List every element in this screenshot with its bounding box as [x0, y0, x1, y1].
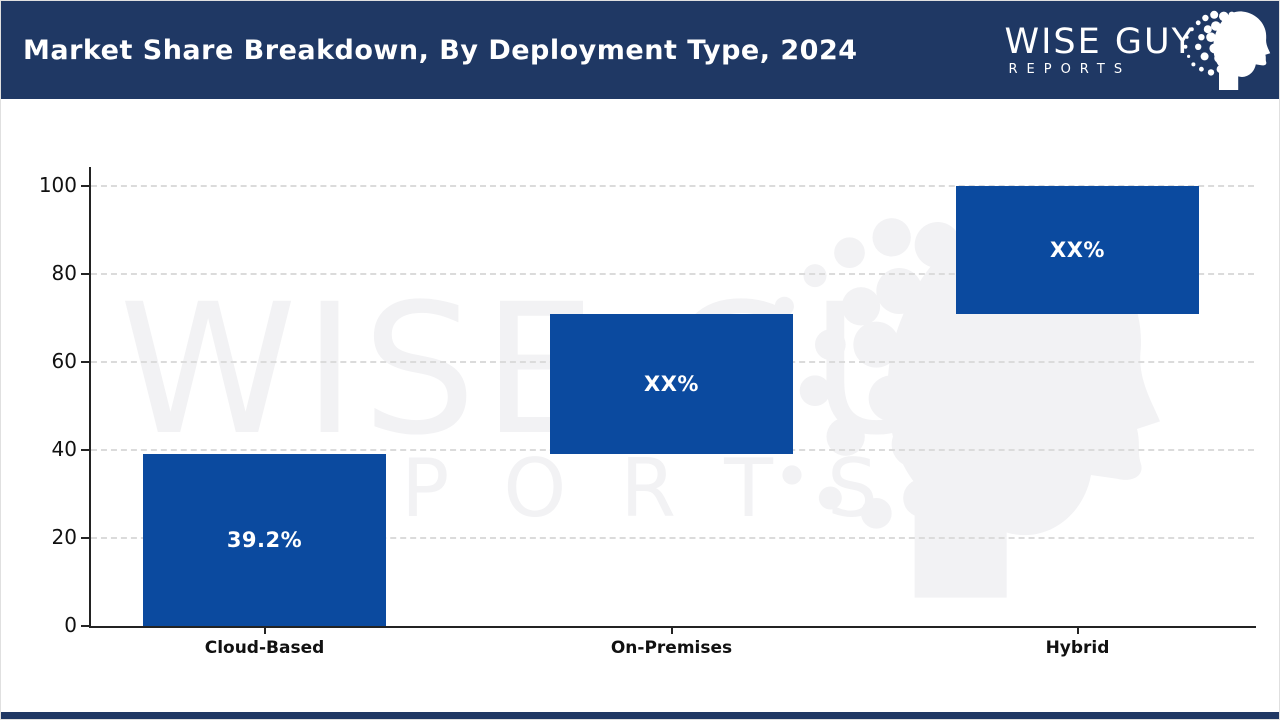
x-axis-category-label: On-Premises	[610, 638, 733, 658]
bar-value-label: XX%	[644, 371, 699, 396]
bar-hybrid: XX%	[956, 186, 1199, 314]
y-axis-label-20: 20	[51, 525, 77, 549]
y-axis-label-60: 60	[51, 349, 77, 373]
bar-value-label: XX%	[1050, 237, 1105, 262]
y-axis-tick-100	[81, 185, 90, 187]
y-axis-label-100: 100	[38, 173, 77, 197]
x-axis-line	[89, 626, 1256, 628]
y-axis-tick-0	[81, 625, 90, 627]
header-bar: Market Share Breakdown, By Deployment Ty…	[1, 1, 1279, 99]
x-axis-tick-0	[263, 626, 266, 634]
y-axis-label-80: 80	[51, 261, 77, 285]
logo-reports-label: REPORTS	[1008, 61, 1132, 77]
bar-cloud-based: 39.2%	[143, 453, 386, 626]
x-axis-tick-1	[670, 626, 673, 634]
x-axis-category-label: Hybrid	[1045, 638, 1110, 658]
y-axis-line	[89, 167, 91, 628]
bar-value-label: 39.2%	[226, 527, 303, 552]
gridline-100	[91, 185, 1254, 187]
gridline-20	[91, 537, 1254, 539]
logo-face-icon	[1183, 10, 1271, 90]
y-axis-label-0: 0	[64, 613, 77, 637]
bar-on-premises: XX%	[550, 313, 793, 454]
page-title: Market Share Breakdown, By Deployment Ty…	[23, 34, 858, 66]
footer-bar	[1, 712, 1279, 719]
y-axis-label-40: 40	[51, 437, 77, 461]
logo-text: WISE GUY REPORTS	[1004, 21, 1195, 77]
gridline-80	[91, 273, 1254, 275]
y-axis-tick-40	[81, 449, 90, 451]
watermark-face-icon	[744, 218, 1160, 598]
y-axis-tick-60	[81, 361, 90, 363]
x-axis-tick-2	[1076, 626, 1079, 634]
wiseguy-logo: WISE GUY REPORTS	[1004, 9, 1279, 91]
y-axis-tick-80	[81, 273, 90, 275]
y-axis-tick-20	[81, 537, 90, 539]
x-axis-category-label: Cloud-Based	[204, 638, 325, 658]
logo-wiseguy-label: WISE GUY	[1004, 21, 1195, 62]
